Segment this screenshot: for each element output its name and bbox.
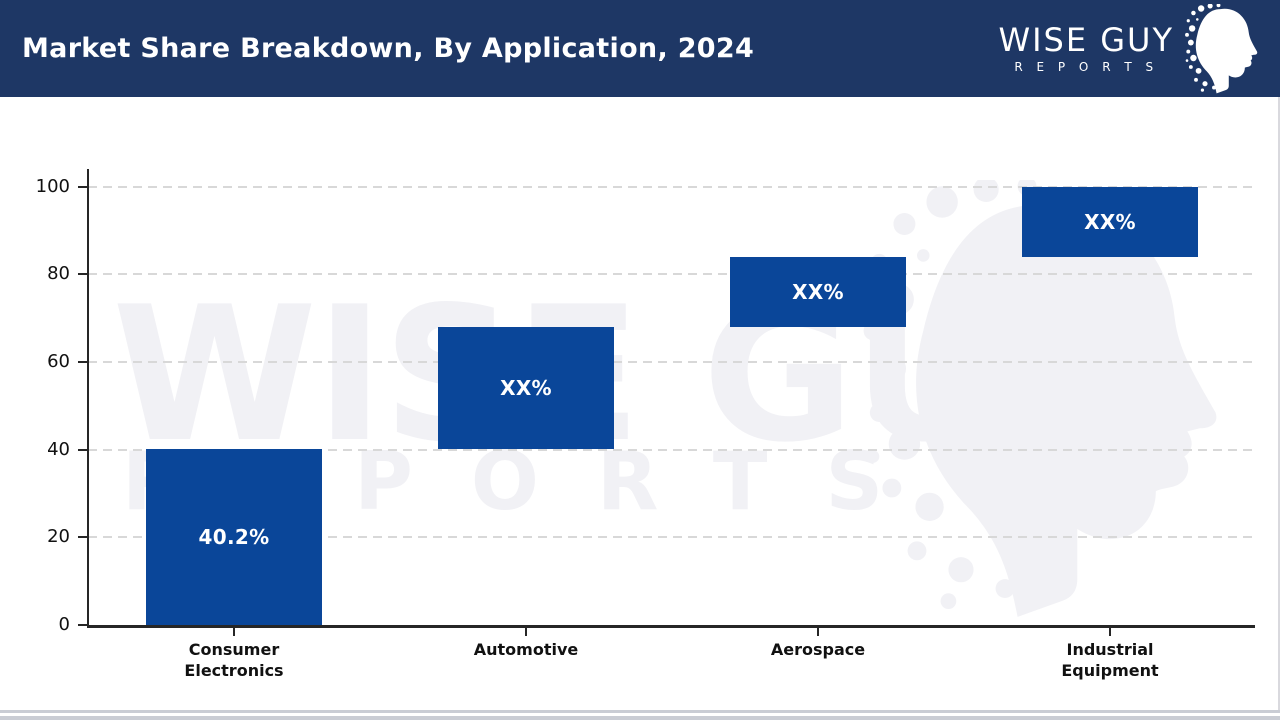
brand-name: WISE GUY [998,20,1174,59]
bar-industrial-equipment: XX% [1022,186,1198,257]
y-tick-0 [78,624,87,626]
y-tick-label-100: 100 [35,175,70,197]
frame-bottom-edge [0,710,1280,713]
gridline-20 [88,536,1255,539]
bar-automotive: XX% [438,326,614,449]
y-tick-label-60: 60 [47,350,70,372]
x-tick-3 [1109,628,1111,636]
brand-head-icon [1185,3,1258,93]
bar-consumer-electronics: 40.2% [146,448,322,625]
y-tick-20 [78,536,87,539]
bar-value-label: XX% [792,279,844,304]
bar-value-label: XX% [1084,209,1136,234]
y-tick-label-40: 40 [47,438,70,460]
x-tick-2 [817,628,819,636]
gridline-80 [88,273,1255,276]
y-tick-100 [78,185,87,188]
category-label-automotive: Automotive [473,640,579,659]
y-tick-80 [78,273,87,276]
category-label-aerospace: Aerospace [770,640,866,659]
bar-aerospace: XX% [730,256,906,327]
y-tick-label-20: 20 [47,526,70,548]
chart-area: WISE GUY REPORTS 40.2% XX% XX% XX% 0 20 40 60 8… [0,97,1280,713]
x-tick-0 [233,628,235,636]
category-label-consumer-electronics: Consumer Electronics [184,640,284,680]
gridline-40 [88,448,1255,451]
plot-area: WISE GUY REPORTS 40.2% XX% XX% XX% [88,170,1255,625]
header-bar: Market Share Breakdown, By Application, … [0,0,1280,97]
y-tick-40 [78,448,87,451]
frame-right-edge [1278,97,1280,713]
brand-tagline: R E P O R T S [1014,59,1159,74]
y-axis-spine [87,169,89,626]
gridline-60 [88,360,1255,363]
gridline-100 [88,185,1255,188]
y-tick-label-0: 0 [58,614,70,635]
x-axis-spine [87,625,1255,628]
bar-value-label: 40.2% [198,524,270,549]
page-title: Market Share Breakdown, By Application, … [22,33,755,64]
footer-bar [0,716,1280,720]
x-tick-1 [525,628,527,636]
brand-text: WISE GUY R E P O R T S [998,24,1174,74]
y-tick-label-80: 80 [47,263,70,285]
category-label-industrial-equipment: Industrial Equipment [1061,640,1159,680]
brand-logo: WISE GUY R E P O R T S [998,0,1266,97]
bar-value-label: XX% [500,375,552,400]
y-tick-60 [78,360,87,363]
